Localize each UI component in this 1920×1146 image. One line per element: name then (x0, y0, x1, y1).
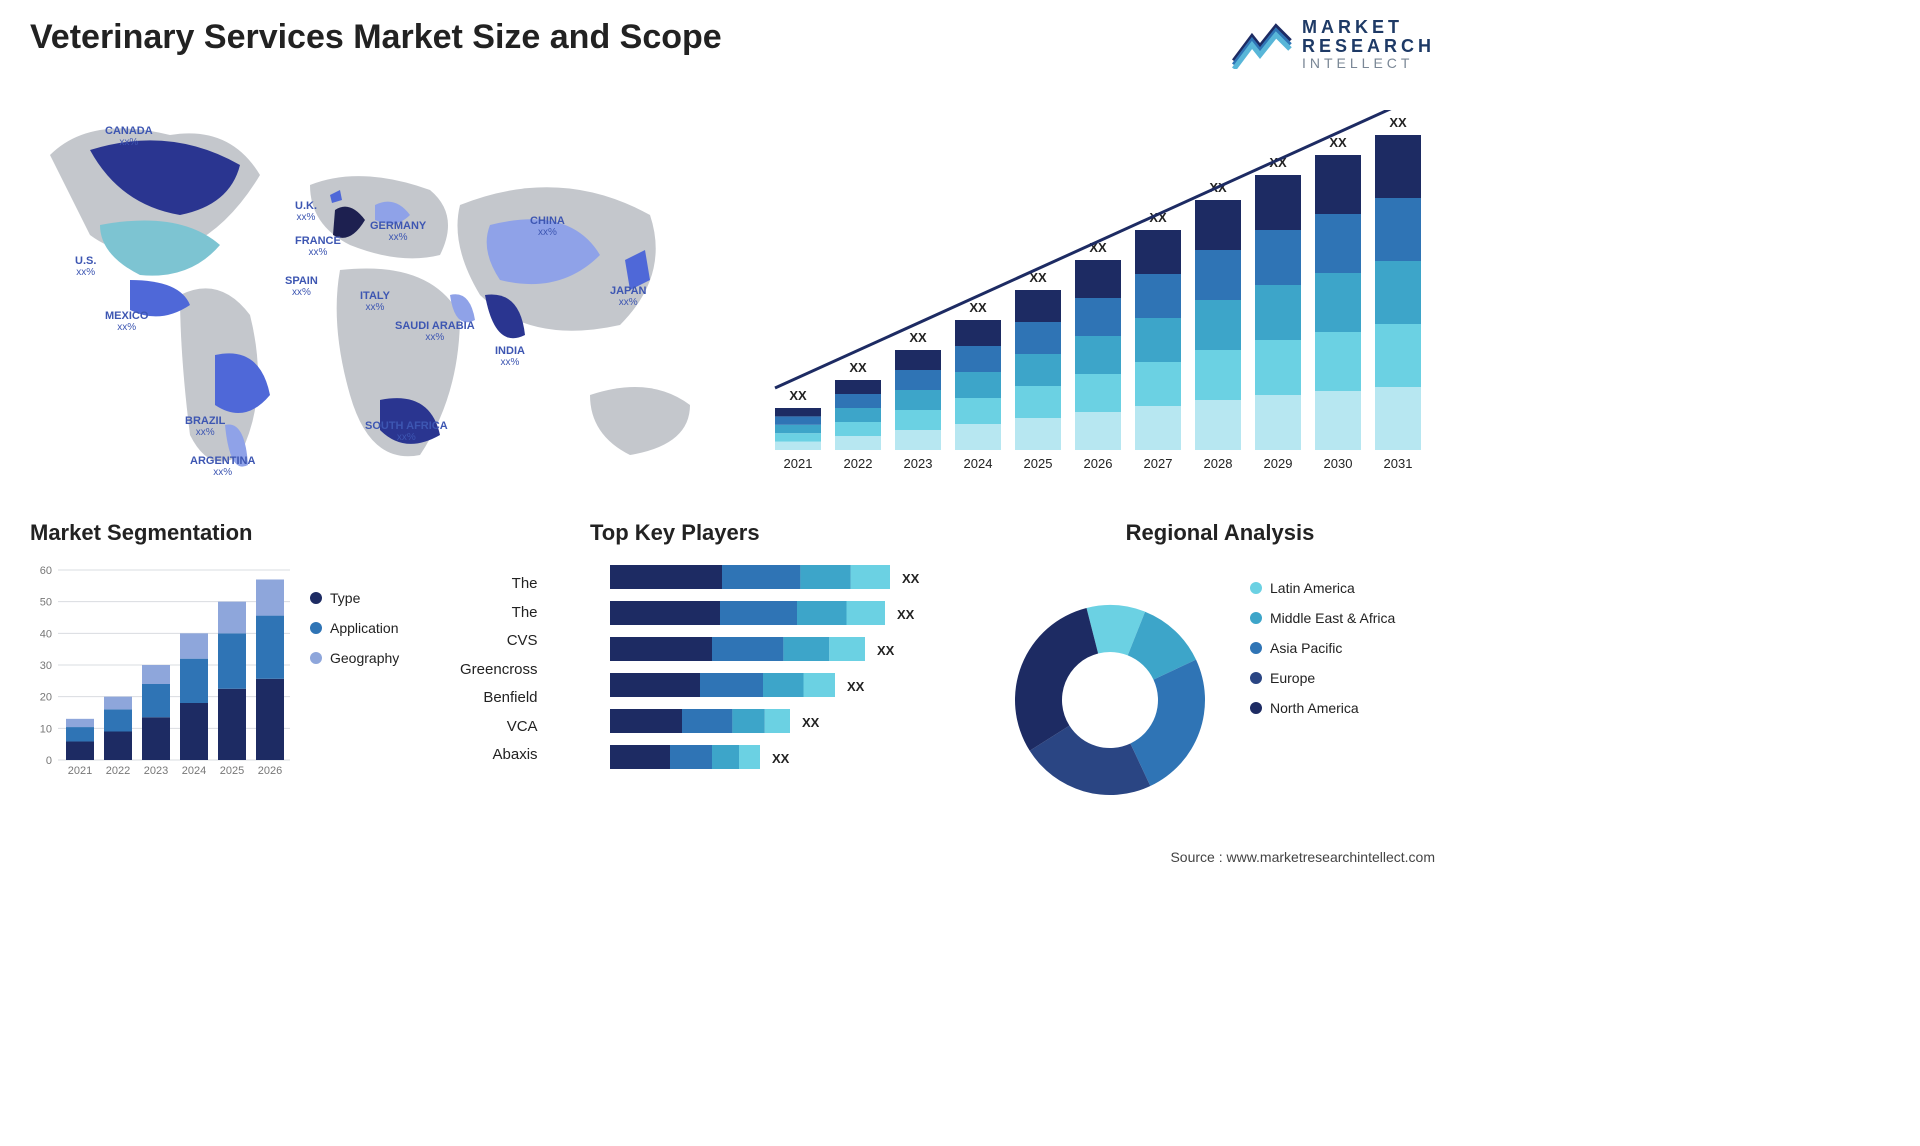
seg-list-item: VCA (460, 713, 538, 742)
regional-section: Regional Analysis Latin America Middle Ea… (1000, 520, 1440, 820)
segmentation-section: Market Segmentation 0 10 20 30 40 50 60 2021 202… (30, 520, 560, 820)
seg-list-item: Abaxis (460, 741, 538, 770)
seg-list-item: CVS (460, 627, 538, 656)
map-label: INDIAxx% (495, 345, 525, 368)
svg-text:2024: 2024 (182, 765, 206, 777)
svg-text:XX: XX (847, 679, 865, 694)
svg-text:0: 0 (46, 755, 52, 767)
logo-line2: RESEARCH (1302, 37, 1435, 56)
map-label: BRAZILxx% (185, 415, 225, 438)
svg-text:XX: XX (802, 715, 820, 730)
svg-text:XX: XX (1329, 135, 1347, 150)
legend-item: North America (1250, 700, 1395, 716)
svg-text:2029: 2029 (1264, 456, 1293, 471)
svg-text:2022: 2022 (844, 456, 873, 471)
seg-list-item: The (460, 570, 538, 599)
svg-text:2024: 2024 (964, 456, 993, 471)
map-label: GERMANYxx% (370, 220, 426, 243)
brand-logo: MARKET RESEARCH INTELLECT (1232, 18, 1435, 70)
growth-chart: XX2021XX2022XX2023XX2024XX2025XX2026XX20… (755, 110, 1435, 480)
svg-text:2026: 2026 (258, 765, 282, 777)
svg-text:XX: XX (772, 751, 790, 766)
legend-item: Asia Pacific (1250, 640, 1395, 656)
players-title: Top Key Players (590, 520, 990, 546)
svg-text:2025: 2025 (220, 765, 244, 777)
segmentation-legend: Type Application Geography (310, 590, 399, 680)
svg-text:2030: 2030 (1324, 456, 1353, 471)
map-label: JAPANxx% (610, 285, 646, 308)
seg-list-item: The (460, 599, 538, 628)
regional-legend: Latin America Middle East & Africa Asia Pa… (1250, 580, 1395, 730)
svg-text:2028: 2028 (1204, 456, 1233, 471)
map-label: FRANCExx% (295, 235, 341, 258)
legend-item: Application (310, 620, 399, 636)
map-label: SOUTH AFRICAxx% (365, 420, 448, 443)
svg-text:50: 50 (40, 597, 52, 609)
svg-text:20: 20 (40, 692, 52, 704)
svg-text:XX: XX (969, 300, 987, 315)
map-label: SPAINxx% (285, 275, 318, 298)
legend-item: Europe (1250, 670, 1395, 686)
svg-text:2022: 2022 (106, 765, 130, 777)
svg-text:2023: 2023 (144, 765, 168, 777)
map-label: CANADAxx% (105, 125, 153, 148)
svg-text:XX: XX (1389, 115, 1407, 130)
svg-text:40: 40 (40, 628, 52, 640)
svg-text:60: 60 (40, 565, 52, 577)
map-label: U.S.xx% (75, 255, 96, 278)
map-label: ITALYxx% (360, 290, 390, 313)
legend-item: Middle East & Africa (1250, 610, 1395, 626)
svg-text:XX: XX (909, 330, 927, 345)
svg-text:XX: XX (789, 388, 807, 403)
legend-item: Latin America (1250, 580, 1395, 596)
logo-swoosh-icon (1232, 19, 1292, 69)
seg-list-item: Greencross (460, 656, 538, 685)
map-label: U.K.xx% (295, 200, 317, 223)
svg-text:2021: 2021 (784, 456, 813, 471)
svg-text:2023: 2023 (904, 456, 933, 471)
svg-text:2031: 2031 (1384, 456, 1413, 471)
logo-line3: INTELLECT (1302, 56, 1435, 71)
map-label: MEXICOxx% (105, 310, 148, 333)
map-label: CHINAxx% (530, 215, 565, 238)
svg-text:XX: XX (849, 360, 867, 375)
page-title: Veterinary Services Market Size and Scop… (30, 18, 722, 57)
svg-text:XX: XX (897, 607, 915, 622)
segmentation-list: TheTheCVSGreencrossBenfieldVCAAbaxis (460, 570, 538, 770)
legend-item: Type (310, 590, 399, 606)
legend-item: Geography (310, 650, 399, 666)
segmentation-title: Market Segmentation (30, 520, 560, 546)
logo-line1: MARKET (1302, 18, 1435, 37)
players-section: Top Key Players XX XX XX XX XX XX (590, 520, 990, 820)
svg-text:2027: 2027 (1144, 456, 1173, 471)
svg-text:XX: XX (877, 643, 895, 658)
svg-text:XX: XX (902, 571, 920, 586)
svg-text:2026: 2026 (1084, 456, 1113, 471)
svg-text:2021: 2021 (68, 765, 92, 777)
map-label: ARGENTINAxx% (190, 455, 255, 478)
world-map: CANADAxx% U.S.xx% MEXICOxx% BRAZILxx% ARGENT… (30, 95, 710, 490)
map-label: SAUDI ARABIAxx% (395, 320, 475, 343)
source-text: Source : www.marketresearchintellect.com (1170, 849, 1435, 865)
svg-text:10: 10 (40, 723, 52, 735)
svg-text:2025: 2025 (1024, 456, 1053, 471)
regional-title: Regional Analysis (1000, 520, 1440, 546)
svg-text:30: 30 (40, 660, 52, 672)
seg-list-item: Benfield (460, 684, 538, 713)
